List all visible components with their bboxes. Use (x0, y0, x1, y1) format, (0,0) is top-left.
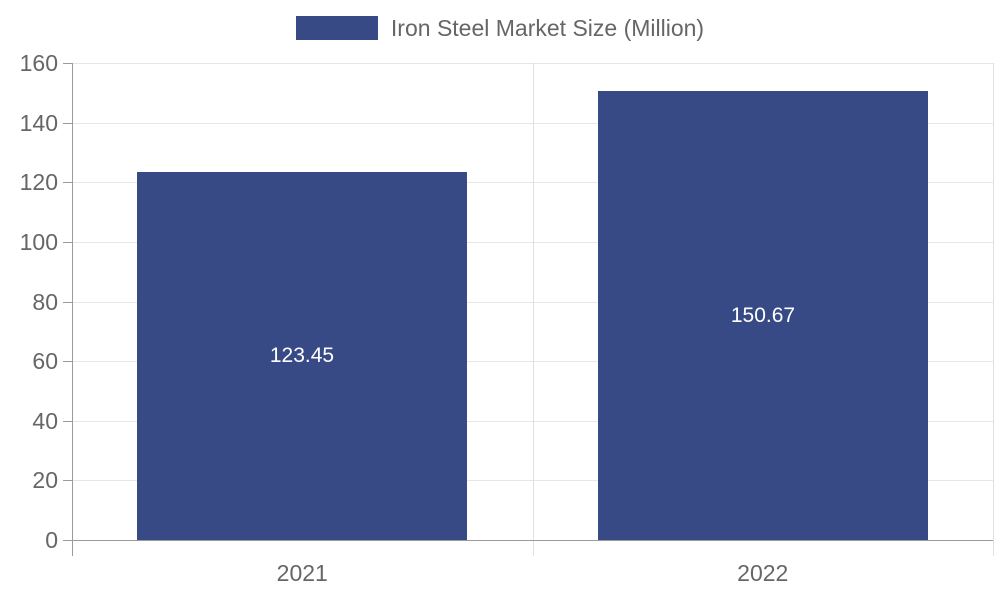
y-tick-100 (63, 242, 72, 243)
y-tick-20 (63, 480, 72, 481)
gridline-y-80 (72, 302, 993, 303)
y-axis-label: 60 (32, 348, 58, 374)
y-axis-label: 120 (19, 169, 58, 195)
y-axis-label: 20 (32, 467, 58, 493)
y-axis-label: 80 (32, 289, 58, 315)
legend-swatch (295, 16, 378, 40)
gridline-y-100 (72, 242, 993, 243)
legend-label: Iron Steel Market Size (Million) (390, 15, 705, 41)
y-tick-60 (63, 361, 72, 362)
y-axis-label: 100 (19, 229, 58, 255)
gridline-y-40 (72, 421, 993, 422)
gridline-y-120 (72, 182, 993, 183)
y-tick-140 (63, 123, 72, 124)
bar-value-label: 123.45 (269, 344, 335, 367)
legend[interactable]: Iron Steel Market Size (Million) (0, 14, 1000, 42)
x-axis-label: 2022 (737, 560, 789, 586)
plot-right-border (993, 63, 994, 556)
y-tick-80 (63, 302, 72, 303)
y-axis-label: 40 (32, 408, 58, 434)
bar-2021[interactable]: 123.45 (137, 172, 467, 540)
y-axis-label: 160 (19, 50, 58, 76)
category-separator (533, 63, 534, 556)
bar-value-label: 150.67 (730, 303, 796, 327)
x-axis-line (72, 540, 993, 541)
y-axis-line (72, 63, 73, 556)
gridline-y-160 (72, 63, 993, 64)
y-axis-label: 0 (45, 527, 58, 553)
gridline-y-20 (72, 480, 993, 481)
y-tick-160 (63, 63, 72, 64)
bar-2022[interactable]: 150.67 (598, 91, 928, 540)
gridline-y-140 (72, 123, 993, 124)
y-tick-40 (63, 421, 72, 422)
y-tick-120 (63, 182, 72, 183)
y-axis-label: 140 (19, 110, 58, 136)
y-tick-0 (63, 540, 72, 541)
x-axis-label: 2021 (276, 560, 328, 586)
gridline-y-60 (72, 361, 993, 362)
